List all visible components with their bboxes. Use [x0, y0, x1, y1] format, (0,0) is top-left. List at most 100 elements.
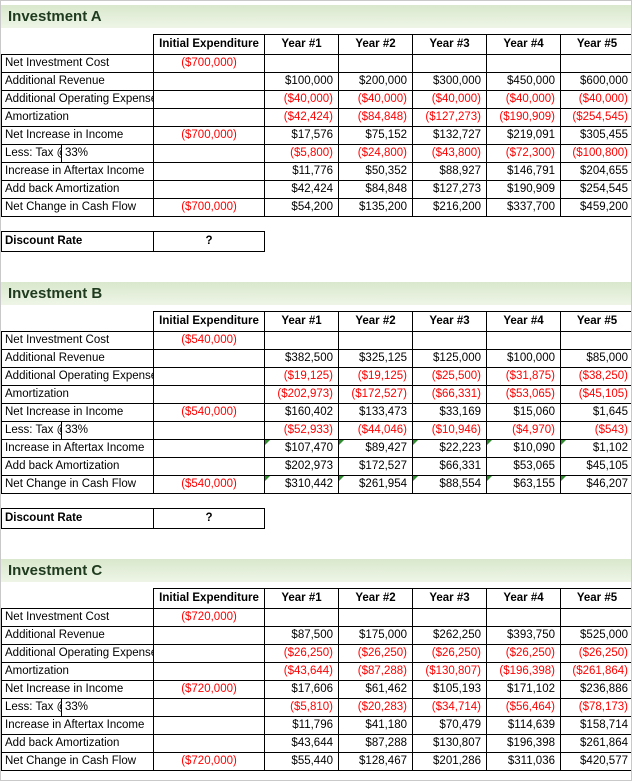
- year-5-cell[interactable]: ($261,864): [560, 662, 631, 681]
- year-3-cell[interactable]: $88,927: [412, 162, 487, 181]
- year-4-cell[interactable]: $337,700: [486, 198, 561, 217]
- row-label[interactable]: Increase in Aftertax Income: [1, 162, 154, 181]
- year-1-cell[interactable]: $310,442: [264, 475, 339, 494]
- column-header-year-5[interactable]: Year #5: [560, 311, 631, 332]
- year-3-cell[interactable]: $216,200: [412, 198, 487, 217]
- row-label[interactable]: Amortization: [1, 385, 154, 404]
- year-2-cell[interactable]: ($44,046): [338, 421, 413, 440]
- year-3-cell[interactable]: $201,286: [412, 752, 487, 771]
- initial-expenditure-cell[interactable]: [153, 180, 265, 199]
- initial-expenditure-cell[interactable]: [153, 90, 265, 109]
- column-header-year-1[interactable]: Year #1: [264, 588, 339, 609]
- column-header-year-2[interactable]: Year #2: [338, 34, 413, 55]
- row-label[interactable]: Less: Tax @: [1, 421, 62, 440]
- year-1-cell[interactable]: $11,796: [264, 716, 339, 735]
- row-label[interactable]: Additional Revenue: [1, 349, 154, 368]
- row-label[interactable]: Net Increase in Income: [1, 403, 154, 422]
- year-3-cell[interactable]: ($34,714): [412, 698, 487, 717]
- year-5-cell[interactable]: $1,645: [560, 403, 631, 422]
- year-2-cell[interactable]: [338, 331, 413, 350]
- year-3-cell[interactable]: $132,727: [412, 126, 487, 145]
- initial-expenditure-cell[interactable]: ($540,000): [153, 475, 265, 494]
- year-1-cell[interactable]: $107,470: [264, 439, 339, 458]
- year-4-cell[interactable]: $100,000: [486, 349, 561, 368]
- year-3-cell[interactable]: $105,193: [412, 680, 487, 699]
- initial-expenditure-cell[interactable]: ($700,000): [153, 126, 265, 145]
- year-3-cell[interactable]: ($130,807): [412, 662, 487, 681]
- year-1-cell[interactable]: [264, 331, 339, 350]
- row-sublabel[interactable]: 33%: [61, 144, 154, 163]
- year-3-cell[interactable]: ($40,000): [412, 90, 487, 109]
- column-header-year-3[interactable]: Year #3: [412, 588, 487, 609]
- initial-expenditure-cell[interactable]: [153, 734, 265, 753]
- initial-expenditure-cell[interactable]: [153, 349, 265, 368]
- column-header-initial-expenditure[interactable]: Initial Expenditure: [153, 588, 265, 609]
- year-1-cell[interactable]: $42,424: [264, 180, 339, 199]
- year-1-cell[interactable]: ($43,644): [264, 662, 339, 681]
- year-1-cell[interactable]: $87,500: [264, 626, 339, 645]
- year-3-cell[interactable]: $88,554: [412, 475, 487, 494]
- year-1-cell[interactable]: $382,500: [264, 349, 339, 368]
- year-3-cell[interactable]: $70,479: [412, 716, 487, 735]
- year-2-cell[interactable]: $75,152: [338, 126, 413, 145]
- row-sublabel[interactable]: 33%: [61, 698, 154, 717]
- year-4-cell[interactable]: ($72,300): [486, 144, 561, 163]
- year-3-cell[interactable]: $33,169: [412, 403, 487, 422]
- year-5-cell[interactable]: $600,000: [560, 72, 631, 91]
- discount-rate-label[interactable]: Discount Rate: [1, 508, 154, 529]
- year-2-cell[interactable]: ($87,288): [338, 662, 413, 681]
- year-2-cell[interactable]: $200,000: [338, 72, 413, 91]
- row-label[interactable]: Net Change in Cash Flow: [1, 198, 154, 217]
- initial-expenditure-cell[interactable]: [153, 698, 265, 717]
- year-1-cell[interactable]: $55,440: [264, 752, 339, 771]
- year-2-cell[interactable]: $50,352: [338, 162, 413, 181]
- year-5-cell[interactable]: $46,207: [560, 475, 631, 494]
- year-2-cell[interactable]: ($26,250): [338, 644, 413, 663]
- year-5-cell[interactable]: $158,714: [560, 716, 631, 735]
- year-4-cell[interactable]: $190,909: [486, 180, 561, 199]
- year-2-cell[interactable]: $261,954: [338, 475, 413, 494]
- year-5-cell[interactable]: $459,200: [560, 198, 631, 217]
- year-1-cell[interactable]: $54,200: [264, 198, 339, 217]
- initial-expenditure-cell[interactable]: [153, 457, 265, 476]
- year-3-cell[interactable]: $125,000: [412, 349, 487, 368]
- initial-expenditure-cell[interactable]: [153, 367, 265, 386]
- year-4-cell[interactable]: $53,065: [486, 457, 561, 476]
- row-label[interactable]: Increase in Aftertax Income: [1, 716, 154, 735]
- year-2-cell[interactable]: [338, 54, 413, 73]
- initial-expenditure-cell[interactable]: [153, 162, 265, 181]
- column-header-year-1[interactable]: Year #1: [264, 34, 339, 55]
- column-header-year-5[interactable]: Year #5: [560, 34, 631, 55]
- year-4-cell[interactable]: $196,398: [486, 734, 561, 753]
- year-1-cell[interactable]: $11,776: [264, 162, 339, 181]
- initial-expenditure-cell[interactable]: ($720,000): [153, 752, 265, 771]
- initial-expenditure-cell[interactable]: [153, 439, 265, 458]
- row-label[interactable]: Net Investment Cost: [1, 608, 154, 627]
- year-5-cell[interactable]: $420,577: [560, 752, 631, 771]
- year-2-cell[interactable]: $41,180: [338, 716, 413, 735]
- year-3-cell[interactable]: ($26,250): [412, 644, 487, 663]
- year-4-cell[interactable]: $114,639: [486, 716, 561, 735]
- year-3-cell[interactable]: $22,223: [412, 439, 487, 458]
- column-header-year-4[interactable]: Year #4: [486, 34, 561, 55]
- row-label[interactable]: Add back Amortization: [1, 734, 154, 753]
- year-1-cell[interactable]: ($202,973): [264, 385, 339, 404]
- year-3-cell[interactable]: ($127,273): [412, 108, 487, 127]
- initial-expenditure-cell[interactable]: [153, 144, 265, 163]
- year-5-cell[interactable]: ($100,800): [560, 144, 631, 163]
- year-2-cell[interactable]: ($19,125): [338, 367, 413, 386]
- year-3-cell[interactable]: $130,807: [412, 734, 487, 753]
- year-2-cell[interactable]: $128,467: [338, 752, 413, 771]
- initial-expenditure-cell[interactable]: [153, 421, 265, 440]
- row-label[interactable]: Additional Operating Expenses: [1, 644, 154, 663]
- year-4-cell[interactable]: $15,060: [486, 403, 561, 422]
- year-1-cell[interactable]: $17,606: [264, 680, 339, 699]
- initial-expenditure-cell[interactable]: ($700,000): [153, 54, 265, 73]
- year-4-cell[interactable]: [486, 54, 561, 73]
- column-header-year-5[interactable]: Year #5: [560, 588, 631, 609]
- initial-expenditure-cell[interactable]: ($540,000): [153, 403, 265, 422]
- row-sublabel[interactable]: 33%: [61, 421, 154, 440]
- column-header-initial-expenditure[interactable]: Initial Expenditure: [153, 311, 265, 332]
- initial-expenditure-cell[interactable]: [153, 644, 265, 663]
- year-1-cell[interactable]: ($26,250): [264, 644, 339, 663]
